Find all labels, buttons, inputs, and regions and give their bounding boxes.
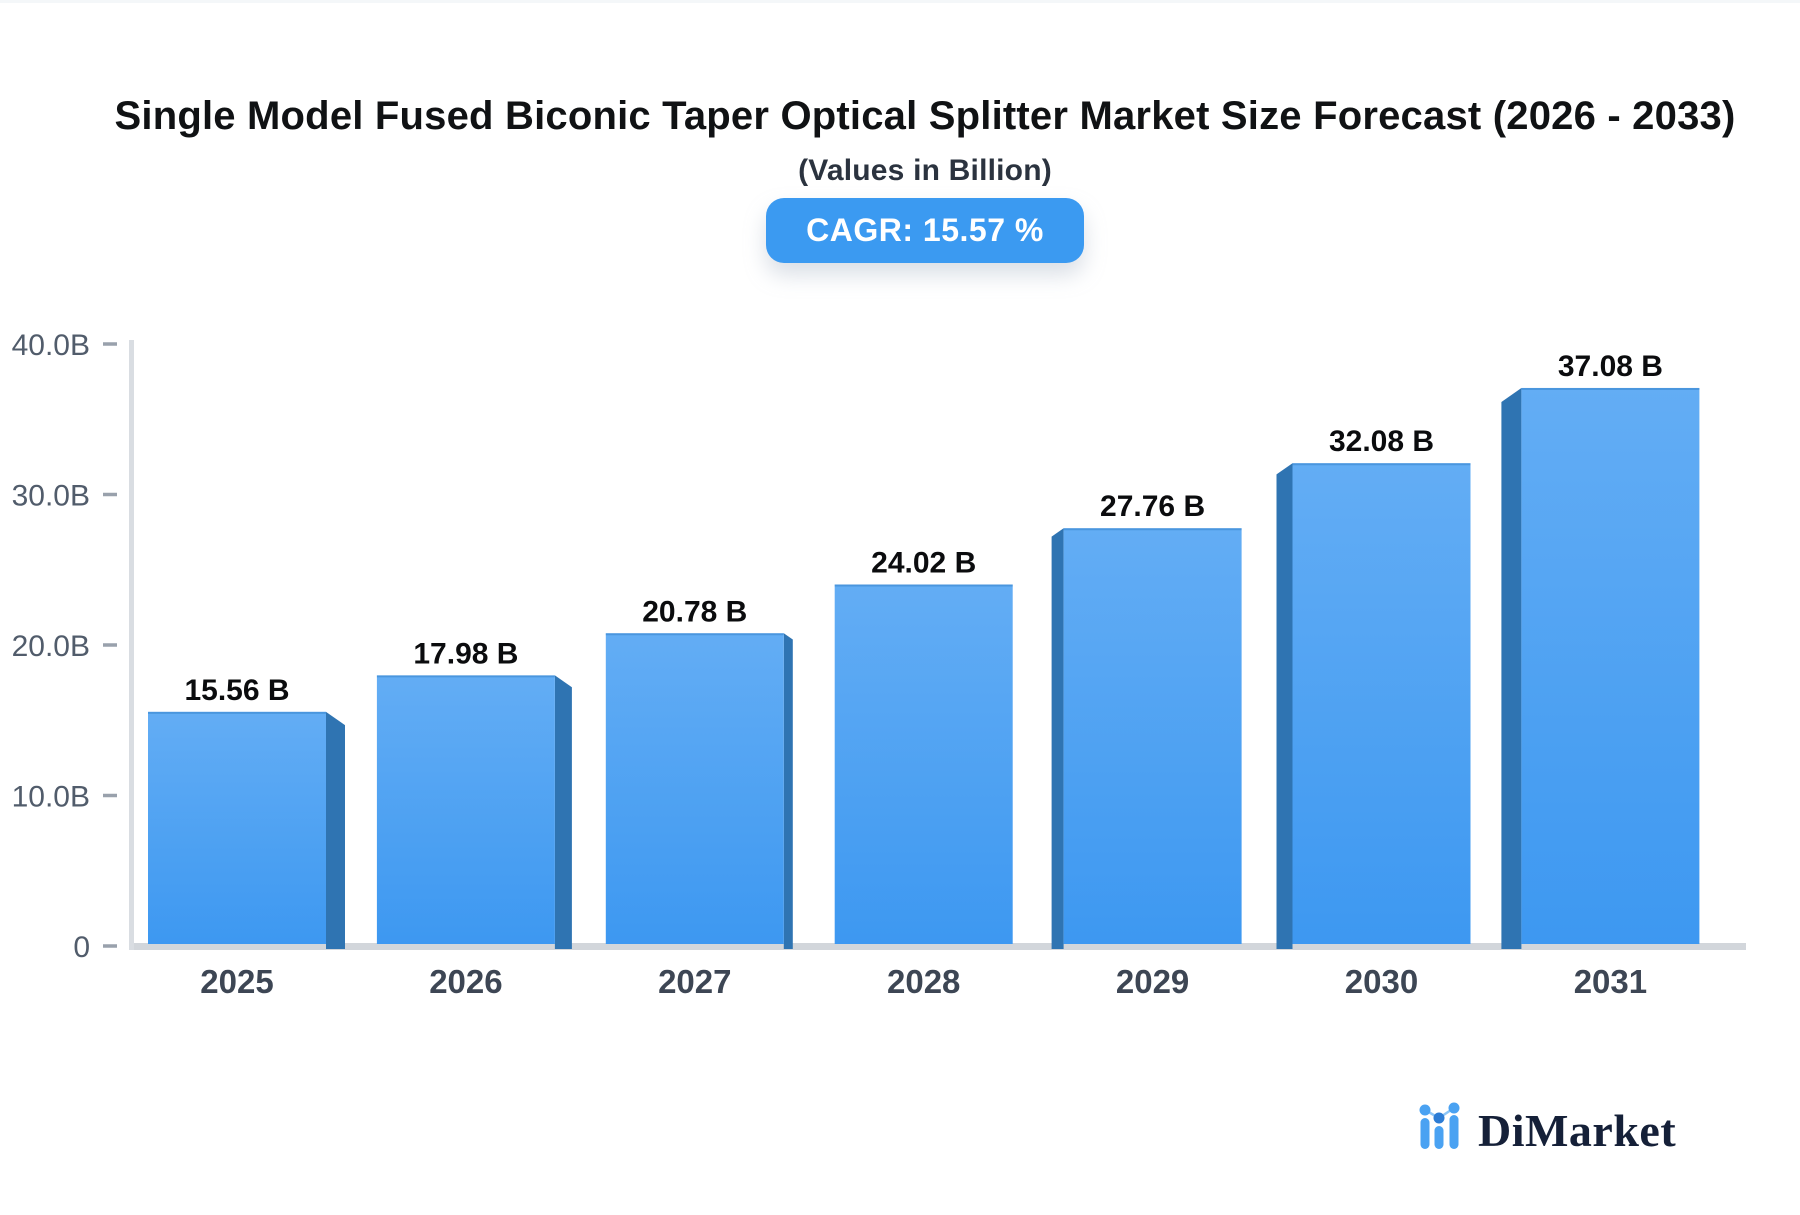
bar-side-2027: [783, 633, 793, 949]
y-tick-label: 10.0B: [12, 781, 90, 814]
bar-side-2029: [1051, 528, 1064, 949]
bar-chart-logo-icon: [1419, 1102, 1460, 1149]
bar-value-label: 20.78 B: [642, 595, 747, 628]
x-axis-label: 2025: [200, 963, 273, 1000]
bar-2031: [1521, 387, 1700, 944]
brand-logo: DiMarket: [1418, 1095, 1677, 1156]
chart-svg: 0 10.0B 20.0B 30.0B 40.0B 15.56 B 2025 17.98 B 2…: [12, 329, 1746, 1000]
x-axis-label: 2028: [887, 963, 960, 1000]
x-axis-label: 2029: [1116, 963, 1189, 1000]
chart-subtitle: (Values in Billion): [798, 153, 1052, 187]
bar-2029: [1063, 528, 1242, 944]
bar-value-label: 27.76 B: [1100, 490, 1205, 523]
bar-2027: [605, 633, 784, 944]
cagr-badge: CAGR: 15.57 %: [766, 197, 1084, 263]
bar-side-2030: [1276, 463, 1293, 949]
bar-2026: [376, 675, 555, 944]
x-axis-label: 2031: [1574, 963, 1647, 1000]
bar-side-2026: [554, 675, 572, 949]
x-axis-label: 2030: [1345, 963, 1418, 1000]
bar-side-2025: [326, 711, 345, 949]
bar-value-label: 17.98 B: [413, 637, 518, 670]
y-tick-label: 30.0B: [12, 480, 90, 513]
y-tick-label: 40.0B: [12, 329, 90, 362]
bar-2025: [148, 711, 326, 944]
x-axis-label: 2026: [429, 963, 502, 1000]
y-tick-label: 20.0B: [12, 630, 90, 663]
bar-side-2031: [1501, 387, 1522, 949]
bar-value-label: 32.08 B: [1329, 425, 1434, 458]
bar-2028: [834, 584, 1013, 944]
brand-logo-text: DiMarket: [1478, 1105, 1677, 1156]
bar-2030: [1292, 463, 1471, 944]
bar-value-label: 24.02 B: [871, 546, 976, 579]
bar-value-label: 37.08 B: [1558, 350, 1663, 383]
bar-value-label: 15.56 B: [184, 674, 289, 707]
y-axis-line: [129, 340, 134, 950]
x-axis-line: [129, 943, 1746, 950]
chart-title: Single Model Fused Biconic Taper Optical…: [114, 94, 1736, 138]
x-axis-label: 2027: [658, 963, 731, 1000]
y-tick-label: 0: [73, 931, 90, 964]
chart-header: Single Model Fused Biconic Taper Optical…: [50, 87, 1800, 263]
